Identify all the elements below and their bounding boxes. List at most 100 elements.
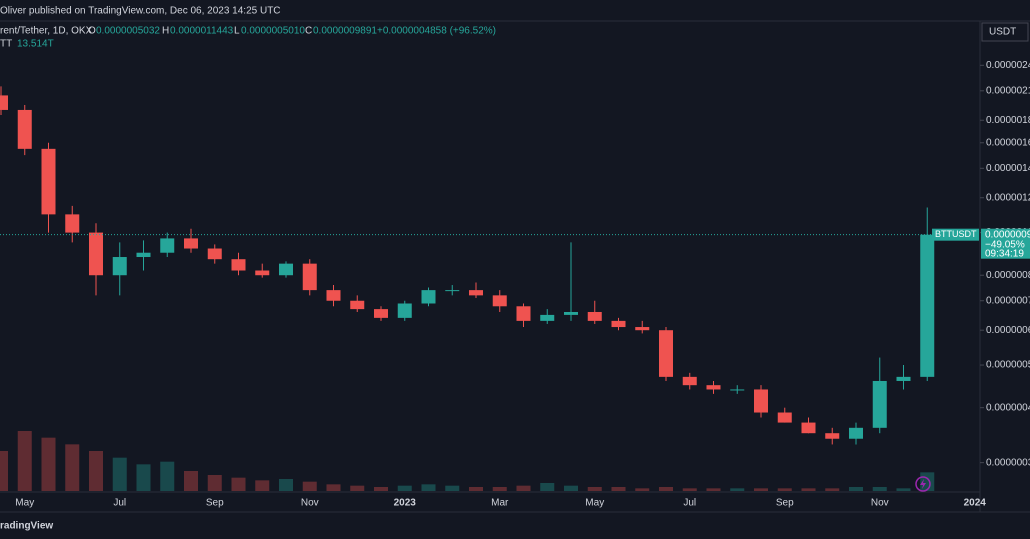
volume-bar	[207, 475, 222, 491]
candle-body	[920, 234, 935, 377]
price-tag-price: 0.0000009	[985, 229, 1030, 240]
candle-body	[17, 109, 32, 149]
candle-body	[587, 311, 602, 321]
x-tick-label: 2023	[394, 498, 417, 509]
high-label: H	[162, 26, 169, 37]
volume-bar	[754, 488, 768, 491]
low-label: L	[234, 26, 240, 37]
volume-bar	[350, 485, 365, 491]
candle-body	[184, 238, 198, 249]
candle-body	[207, 248, 222, 260]
y-tick-label: 0.0000024	[986, 60, 1030, 71]
candle-body	[469, 290, 483, 296]
x-tick-label: Mar	[491, 498, 509, 509]
y-tick-label: 0.0000005	[986, 360, 1030, 371]
price-tag-symbol-bg	[932, 228, 979, 241]
volume-bar	[65, 444, 80, 491]
volume-bar	[445, 485, 460, 491]
volume-bar	[659, 487, 673, 491]
candle-body	[516, 306, 531, 321]
candle-body	[374, 309, 388, 318]
candle-body	[754, 389, 768, 413]
header: Oliver published on TradingView.com, Dec…	[0, 6, 281, 17]
volume-bar	[896, 488, 911, 491]
candle-body	[801, 422, 816, 434]
y-tick-label: 0.0000003	[986, 457, 1030, 468]
candle-body	[872, 380, 887, 428]
volume-bar	[397, 485, 412, 491]
currency-box[interactable]	[981, 22, 1029, 42]
candle-body	[492, 295, 507, 307]
high-value: 0.0000011443	[170, 26, 234, 37]
volume-bar	[777, 488, 792, 491]
candle-body	[564, 311, 578, 315]
volume-bar	[160, 461, 175, 491]
volume-bar	[326, 484, 341, 491]
footer	[0, 512, 1030, 539]
candle-body	[682, 376, 697, 386]
candle-body	[896, 376, 911, 381]
volume-bar	[849, 487, 863, 491]
x-tick-label: Sep	[776, 498, 794, 509]
volume-bar	[469, 487, 483, 491]
candle-body	[777, 412, 792, 423]
candle-body	[112, 257, 127, 276]
volume-bar	[611, 487, 626, 491]
event-icon[interactable]	[915, 476, 931, 492]
volume-bar	[0, 451, 8, 491]
x-tick-label: May	[585, 498, 604, 509]
candle-body	[136, 252, 151, 258]
volume-bar	[730, 488, 745, 491]
volume-bar	[17, 431, 32, 491]
x-tick-label: Nov	[871, 498, 889, 509]
x-tick-label: Jul	[113, 498, 126, 509]
volume-bar	[706, 488, 721, 491]
candle-body	[302, 263, 317, 291]
volume-value: 13.514T	[17, 39, 54, 50]
volume-bar	[112, 457, 127, 491]
volume-bar	[279, 479, 293, 491]
x-tick-label: 2024	[964, 498, 987, 509]
volume-bar	[516, 485, 531, 491]
candle-body	[825, 433, 840, 439]
candle-body	[397, 303, 412, 318]
candle-body	[255, 270, 270, 276]
candle-body	[326, 290, 341, 301]
candle-body	[730, 389, 745, 391]
volume-bar	[587, 487, 602, 491]
close-value: 0.0000009891	[313, 26, 377, 37]
price-tag-symbol: BTTUSDT	[935, 229, 977, 239]
candle-body	[41, 148, 56, 215]
candle-body	[706, 385, 721, 390]
volume-bar	[540, 483, 555, 491]
candle-body	[611, 320, 626, 328]
candle-body	[445, 290, 460, 292]
y-tick-label: 0.0000016	[986, 137, 1030, 148]
volume-bar	[184, 471, 198, 491]
price-tag-countdown: 09:34:19	[985, 248, 1024, 259]
candle-body	[540, 314, 555, 321]
volume-bar	[374, 487, 388, 491]
volume-bar	[421, 484, 436, 491]
candle-body	[659, 330, 673, 377]
x-tick-label: Jul	[683, 498, 696, 509]
volume-bar	[825, 488, 840, 491]
candle-body	[849, 427, 863, 439]
y-tick-label: 0.0000004	[986, 402, 1030, 413]
candle-body	[89, 232, 103, 276]
open-value: 0.0000005032	[96, 26, 160, 37]
candle-body	[635, 327, 650, 331]
volume-bar	[492, 487, 507, 491]
volume-bar	[302, 481, 317, 491]
symbol: rent/Tether, 1D, OKX	[0, 26, 93, 37]
price-tag-change: −49.05%	[985, 239, 1025, 250]
x-tick-label: May	[15, 498, 34, 509]
candle-body	[0, 95, 8, 110]
y-tick-label: 0.0000014	[986, 163, 1030, 174]
volume-bar	[41, 437, 56, 491]
y-tick-label: 0.0000012	[986, 192, 1030, 203]
price-tag-bg	[981, 228, 1030, 259]
